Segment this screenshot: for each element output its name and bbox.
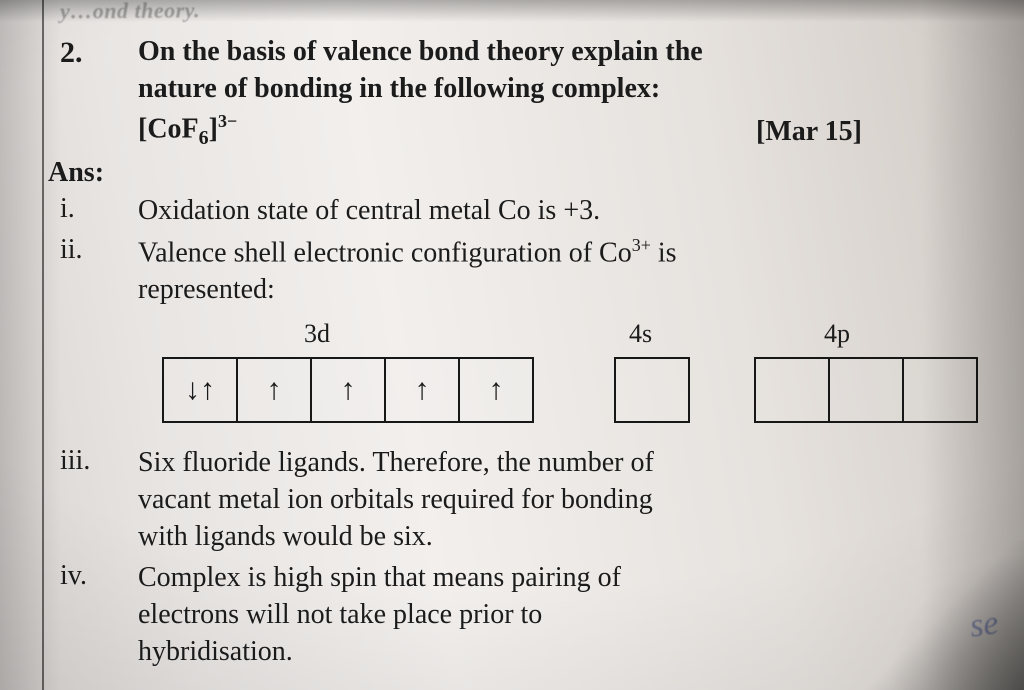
item-i-text: Oxidation state of central metal Co is +… <box>138 193 982 230</box>
item-ii-label: ii. <box>42 234 138 266</box>
item-i-label: i. <box>42 193 138 225</box>
page-content: 2. On the basis of valence bond theory e… <box>42 10 982 671</box>
formula-open: [ <box>138 113 147 144</box>
item-iv-label: iv. <box>42 560 138 592</box>
orbital-4p-boxes <box>754 357 978 423</box>
answer-label: Ans: <box>42 157 104 189</box>
answer-label-row: Ans: <box>42 151 982 189</box>
item-iii-l3: with ligands would be six. <box>138 519 912 556</box>
item-ii-text-a: Valence shell electronic configuration o… <box>138 238 632 269</box>
answer-item-ii: ii. Valence shell electronic configurati… <box>42 234 982 309</box>
orbital-d-cell: ↑ <box>386 357 460 423</box>
exam-tag: [Mar 15] <box>756 114 862 151</box>
formula-row: [CoF6]3− [Mar 15] <box>138 110 912 151</box>
orbital-p-cell <box>904 357 978 423</box>
answer-item-iii: iii. Six fluoride ligands. Therefore, th… <box>42 445 982 556</box>
formula-body: CoF <box>147 113 198 144</box>
orbital-d-cell: ↑ <box>460 357 534 423</box>
label-4p: 4p <box>824 319 850 349</box>
item-ii-text-b: is <box>651 238 677 269</box>
question-body: On the basis of valence bond theory expl… <box>138 34 982 151</box>
orbital-s-cell <box>614 357 690 423</box>
item-iii-label: iii. <box>42 445 138 477</box>
orbital-4s-box <box>614 357 690 423</box>
item-ii-sup: 3+ <box>632 235 651 255</box>
orbital-diagram: 3d 4s 4p ↓↑↑↑↑↑ <box>104 319 982 429</box>
item-iv-l3: hybridisation. <box>138 634 912 671</box>
formula-sup: 3− <box>218 111 237 131</box>
formula-close: ] <box>209 113 218 144</box>
item-iv-text: Complex is high spin that means pairing … <box>138 560 982 671</box>
item-iii-l2: vacant metal ion orbitals required for b… <box>138 482 912 519</box>
item-iv-l2: electrons will not take place prior to <box>138 597 912 634</box>
item-iii-text: Six fluoride ligands. Therefore, the num… <box>138 445 982 556</box>
item-ii-text: Valence shell electronic configuration o… <box>138 234 982 309</box>
question-row: 2. On the basis of valence bond theory e… <box>42 34 982 151</box>
complex-formula: [CoF6]3− <box>138 110 237 151</box>
answer-item-i: i. Oxidation state of central metal Co i… <box>42 193 982 230</box>
formula-sub: 6 <box>199 127 209 149</box>
label-4s: 4s <box>629 319 652 349</box>
orbital-d-cell: ↑ <box>238 357 312 423</box>
orbital-3d-boxes: ↓↑↑↑↑↑ <box>162 357 534 423</box>
question-number: 2. <box>42 34 138 70</box>
orbital-p-cell <box>754 357 830 423</box>
label-3d: 3d <box>304 319 330 349</box>
question-line-2: nature of bonding in the following compl… <box>138 71 912 108</box>
item-ii-text-c: represented: <box>138 272 912 309</box>
item-iv-l1: Complex is high spin that means pairing … <box>138 560 912 597</box>
question-line-1: On the basis of valence bond theory expl… <box>138 34 912 71</box>
orbital-d-cell: ↓↑ <box>162 357 238 423</box>
orbital-d-cell: ↑ <box>312 357 386 423</box>
item-iii-l1: Six fluoride ligands. Therefore, the num… <box>138 445 912 482</box>
answer-item-iv: iv. Complex is high spin that means pair… <box>42 560 982 671</box>
orbital-p-cell <box>830 357 904 423</box>
